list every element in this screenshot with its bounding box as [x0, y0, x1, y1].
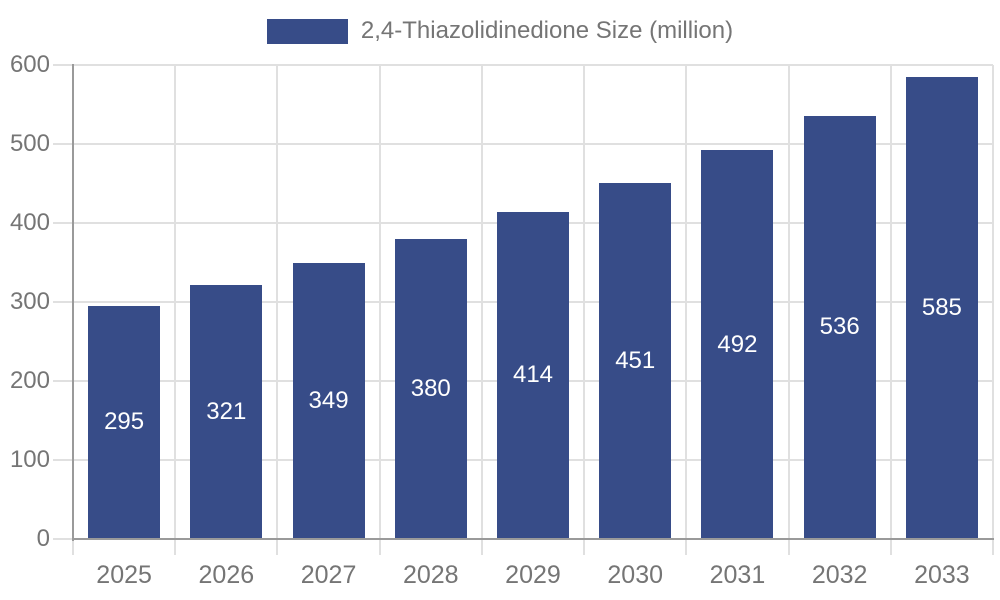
bar-value-label: 380	[410, 374, 451, 402]
y-tick-label: 100	[9, 446, 50, 473]
x-tick	[992, 539, 994, 555]
x-gridline	[276, 65, 279, 539]
y-axis-line	[72, 64, 74, 541]
x-tick-label: 2030	[607, 561, 664, 589]
y-tick-label: 400	[9, 209, 50, 236]
x-gridline	[174, 65, 177, 539]
x-tick	[889, 539, 892, 555]
y-tick-label: 300	[9, 288, 50, 315]
bar-value-label: 295	[104, 408, 145, 436]
bar-value-label: 536	[819, 313, 860, 341]
bar	[905, 76, 978, 539]
legend: 2,4-Thiazolidinedione Size (million)	[0, 17, 1000, 45]
x-gridline	[992, 65, 994, 539]
y-tick	[53, 143, 73, 145]
x-axis-line	[72, 538, 994, 540]
x-tick-label: 2026	[198, 561, 255, 589]
x-tick-label: 2033	[914, 561, 970, 589]
x-gridline	[378, 65, 381, 539]
bar	[190, 285, 263, 539]
bar	[394, 238, 467, 539]
bar-value-label: 585	[921, 293, 962, 321]
y-tick	[53, 301, 73, 303]
bar	[292, 263, 365, 539]
x-tick-label: 2025	[96, 561, 152, 589]
bar	[701, 150, 774, 539]
bar	[497, 211, 569, 539]
x-tick	[378, 539, 381, 555]
bar	[803, 115, 876, 539]
bar-value-label: 451	[615, 346, 656, 374]
bar-value-label: 414	[512, 361, 554, 389]
y-tick	[53, 222, 73, 224]
bar-value-label: 492	[717, 330, 758, 358]
x-tick	[174, 539, 177, 555]
bar-value-label: 349	[308, 387, 349, 415]
bar	[599, 182, 672, 539]
legend-label: 2,4-Thiazolidinedione Size (million)	[360, 17, 734, 44]
x-tick-label: 2031	[709, 561, 766, 589]
x-tick	[72, 539, 74, 555]
y-tick-label: 200	[9, 367, 50, 394]
y-gridline	[73, 64, 993, 66]
x-tick	[583, 539, 586, 555]
x-tick	[480, 539, 483, 555]
x-gridline	[889, 65, 892, 539]
x-tick-label: 2029	[505, 561, 561, 589]
y-tick	[53, 538, 73, 540]
x-tick-label: 2028	[402, 561, 459, 589]
x-gridline	[685, 65, 688, 539]
x-tick	[276, 539, 279, 555]
x-gridline	[787, 65, 790, 539]
x-tick-label: 2027	[300, 561, 357, 589]
y-gridline	[73, 143, 993, 145]
y-tick-label: 600	[9, 51, 50, 78]
x-tick	[685, 539, 688, 555]
y-tick	[53, 64, 73, 66]
bar	[88, 305, 161, 539]
x-gridline	[480, 65, 483, 539]
x-tick-label: 2032	[811, 561, 868, 589]
legend-swatch	[266, 18, 348, 44]
y-tick	[53, 380, 73, 382]
x-gridline	[583, 65, 586, 539]
x-tick	[787, 539, 790, 555]
y-tick-label: 0	[36, 525, 50, 552]
bar-value-label: 321	[206, 398, 247, 426]
y-tick	[53, 459, 73, 461]
y-tick-label: 500	[9, 130, 50, 157]
